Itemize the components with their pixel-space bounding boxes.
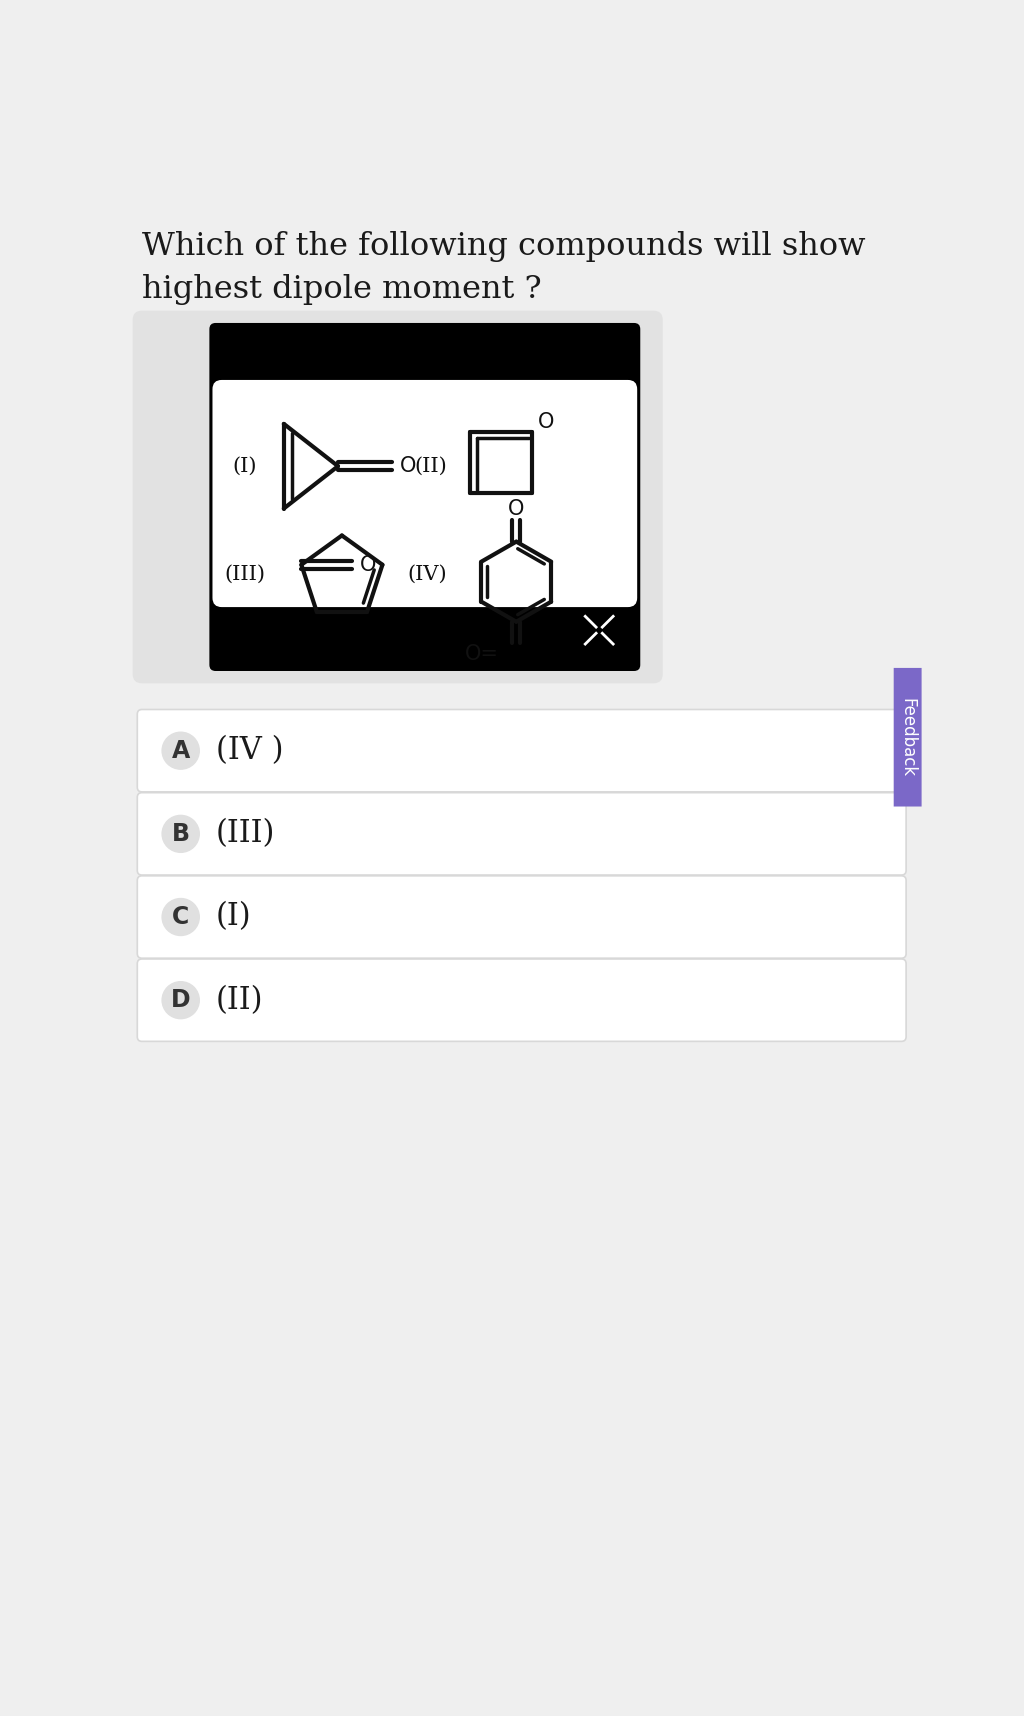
FancyBboxPatch shape — [137, 875, 906, 958]
FancyBboxPatch shape — [137, 709, 906, 791]
FancyBboxPatch shape — [212, 379, 637, 607]
Text: O: O — [400, 456, 417, 475]
Text: (II): (II) — [216, 985, 263, 1016]
Text: B: B — [172, 822, 189, 846]
Circle shape — [162, 899, 200, 935]
Text: C: C — [172, 904, 189, 928]
FancyBboxPatch shape — [209, 323, 640, 671]
Text: (IV ): (IV ) — [216, 734, 283, 767]
Text: (IV): (IV) — [408, 565, 446, 583]
Text: Feedback: Feedback — [899, 698, 916, 777]
Text: (III): (III) — [224, 565, 265, 583]
Text: (II): (II) — [415, 456, 447, 475]
FancyBboxPatch shape — [137, 959, 906, 1042]
Circle shape — [162, 815, 200, 853]
FancyBboxPatch shape — [137, 793, 906, 875]
Text: (I): (I) — [216, 901, 251, 932]
Text: O: O — [359, 554, 376, 575]
Text: O: O — [538, 412, 554, 432]
FancyBboxPatch shape — [894, 668, 922, 807]
Text: (I): (I) — [232, 456, 257, 475]
Text: A: A — [172, 738, 189, 762]
Text: (III): (III) — [216, 819, 275, 849]
Text: highest dipole moment ?: highest dipole moment ? — [142, 273, 542, 305]
Text: O=: O= — [465, 644, 500, 664]
FancyBboxPatch shape — [133, 311, 663, 683]
Text: O: O — [508, 499, 524, 520]
Circle shape — [162, 733, 200, 769]
Circle shape — [162, 982, 200, 1019]
Text: D: D — [171, 988, 190, 1012]
Text: Which of the following compounds will show: Which of the following compounds will sh… — [142, 230, 865, 261]
